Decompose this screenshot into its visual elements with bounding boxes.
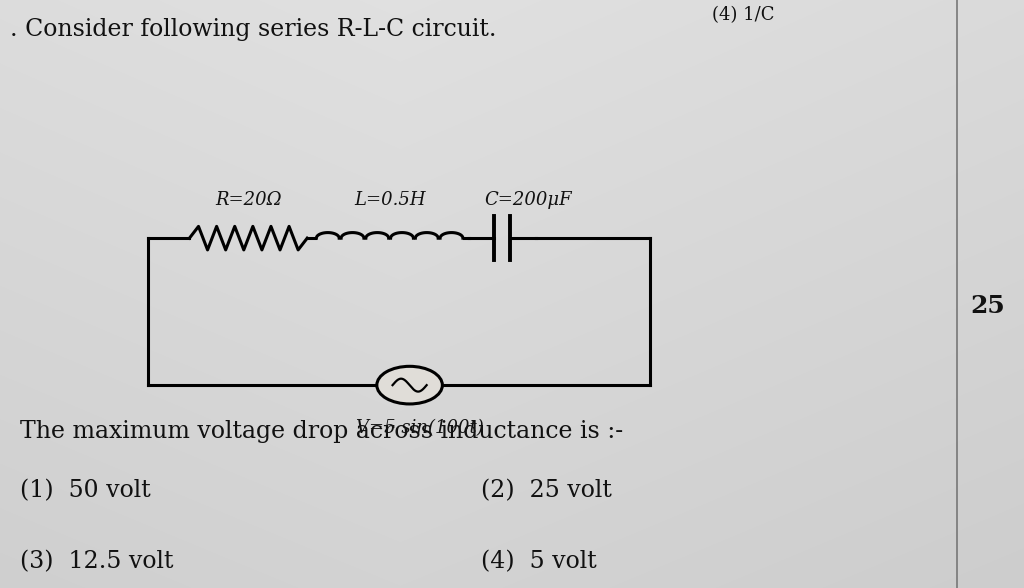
Text: 25: 25 [971,294,1006,318]
Text: (3)  12.5 volt: (3) 12.5 volt [20,550,174,573]
Text: (2)  25 volt: (2) 25 volt [481,479,612,502]
Circle shape [377,366,442,404]
Text: (1)  50 volt: (1) 50 volt [20,479,152,502]
Text: V=5 sin(100t): V=5 sin(100t) [356,419,483,437]
Text: C=200μF: C=200μF [484,191,571,209]
Text: The maximum voltage drop across inductance is :-: The maximum voltage drop across inductan… [20,420,624,443]
Text: L=0.5H: L=0.5H [354,191,425,209]
Text: R=20Ω: R=20Ω [215,191,282,209]
Text: (4)  5 volt: (4) 5 volt [481,550,597,573]
Text: (4) 1/C: (4) 1/C [712,6,774,24]
Text: . Consider following series R-L-C circuit.: . Consider following series R-L-C circui… [10,18,497,41]
